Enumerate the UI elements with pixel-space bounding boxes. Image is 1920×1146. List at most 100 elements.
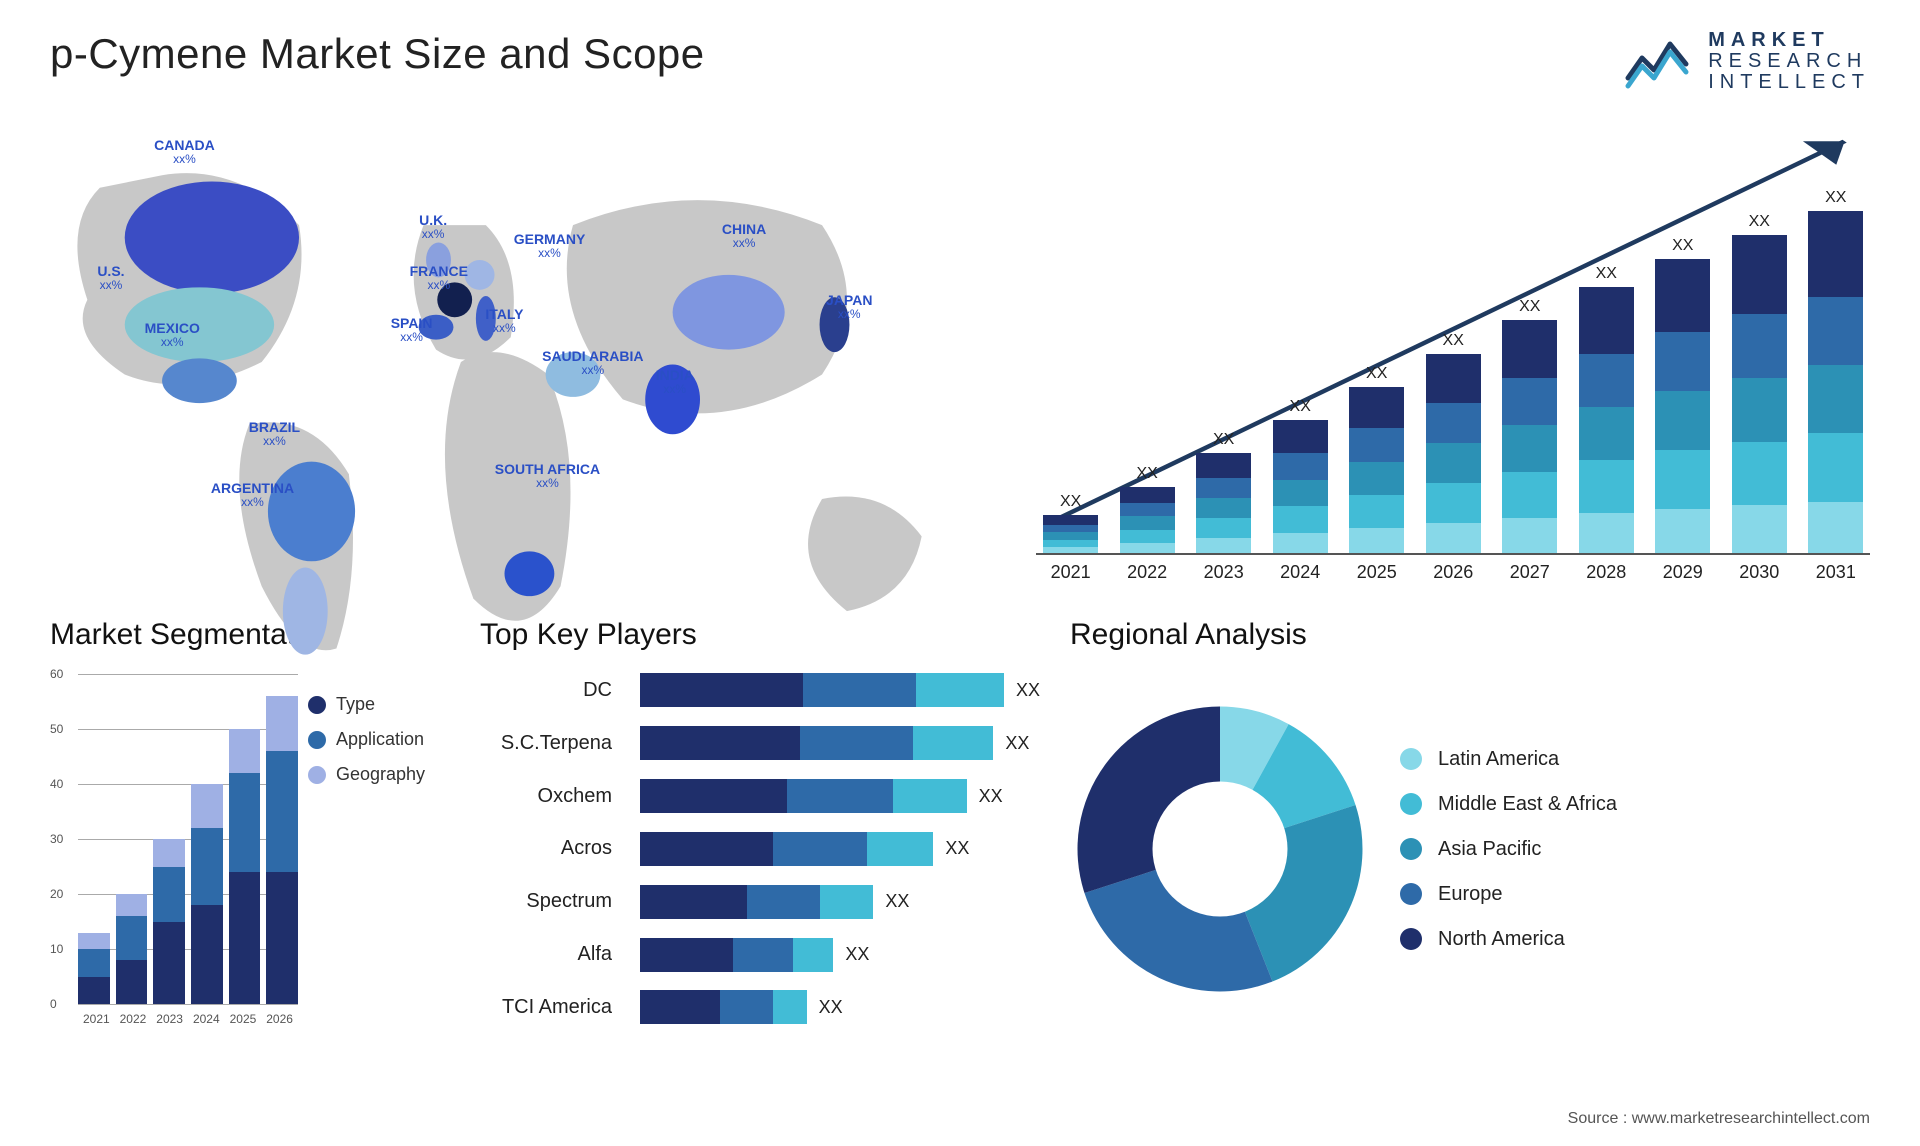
forecast-value-label: XX <box>1366 365 1387 383</box>
world-map-svg <box>50 113 996 698</box>
legend-label: North America <box>1438 928 1565 951</box>
kp-segment <box>800 726 913 760</box>
forecast-segment <box>1808 502 1863 553</box>
forecast-bar-2027: XX <box>1495 298 1564 553</box>
kp-label: Acros <box>561 837 612 860</box>
kp-value-label: XX <box>979 786 1003 807</box>
forecast-segment <box>1732 442 1787 506</box>
kp-value-label: XX <box>1005 733 1029 754</box>
map-label-china: CHINAxx% <box>722 221 766 251</box>
kp-segment <box>787 779 894 813</box>
forecast-segment <box>1043 525 1098 533</box>
forecast-segment <box>1732 378 1787 442</box>
seg-ylabel: 50 <box>50 722 63 736</box>
map-label-germany: GERMANYxx% <box>514 231 586 261</box>
map-label-india: INDIAxx% <box>656 367 694 397</box>
reg-legend-item: North America <box>1400 928 1617 951</box>
forecast-segment <box>1043 515 1098 525</box>
forecast-value-label: XX <box>1136 465 1157 483</box>
reg-legend-item: Asia Pacific <box>1400 838 1617 861</box>
seg-xlabel: 2021 <box>83 1012 110 1026</box>
forecast-segment <box>1273 420 1328 453</box>
forecast-bar-2021: XX <box>1036 493 1105 553</box>
forecast-xlabel: 2023 <box>1189 562 1258 583</box>
map-label-canada: CANADAxx% <box>154 137 215 167</box>
forecast-segment <box>1808 297 1863 365</box>
forecast-segment <box>1196 518 1251 538</box>
kp-value-label: XX <box>1016 680 1040 701</box>
forecast-segment <box>1196 453 1251 478</box>
seg-ylabel: 20 <box>50 887 63 901</box>
forecast-xlabel: 2024 <box>1266 562 1335 583</box>
logo-line3: INTELLECT <box>1708 72 1870 93</box>
reg-legend-item: Latin America <box>1400 748 1617 771</box>
seg-segment <box>153 922 185 1005</box>
forecast-segment <box>1732 505 1787 553</box>
kp-label: Oxchem <box>538 785 612 808</box>
forecast-segment <box>1502 425 1557 472</box>
forecast-value-label: XX <box>1519 298 1540 316</box>
forecast-bar-2031: XX <box>1802 189 1871 553</box>
legend-label: Latin America <box>1438 748 1559 771</box>
seg-bar-2021 <box>78 933 110 1005</box>
forecast-segment <box>1120 530 1175 543</box>
forecast-xlabel: 2031 <box>1802 562 1871 583</box>
forecast-segment <box>1120 503 1175 516</box>
legend-label: Europe <box>1438 883 1503 906</box>
forecast-value-label: XX <box>1443 332 1464 350</box>
seg-segment <box>78 977 110 1005</box>
donut-hole <box>1153 782 1288 917</box>
forecast-segment <box>1349 462 1404 495</box>
legend-swatch <box>1400 838 1422 860</box>
seg-xlabel: 2023 <box>156 1012 183 1026</box>
kp-segment <box>640 990 720 1024</box>
forecast-segment <box>1732 314 1787 378</box>
forecast-segment <box>1579 354 1634 407</box>
kp-label: Spectrum <box>526 890 612 913</box>
seg-gridline <box>78 1004 298 1005</box>
seg-ylabel: 60 <box>50 667 63 681</box>
map-label-argentina: ARGENTINAxx% <box>211 480 294 510</box>
forecast-segment <box>1349 428 1404 461</box>
seg-segment <box>78 933 110 950</box>
source-line: Source : www.marketresearchintellect.com <box>1568 1110 1870 1128</box>
map-label-saudi-arabia: SAUDI ARABIAxx% <box>542 348 643 378</box>
world-map-panel: CANADAxx%U.S.xx%MEXICOxx%BRAZILxx%ARGENT… <box>50 113 996 583</box>
forecast-segment <box>1579 287 1634 354</box>
seg-bar-2026 <box>266 696 298 1004</box>
map-label-japan: JAPANxx% <box>826 292 872 322</box>
kp-segment <box>720 990 773 1024</box>
forecast-segment <box>1273 506 1328 533</box>
forecast-value-label: XX <box>1213 431 1234 449</box>
seg-segment <box>116 894 148 916</box>
map-label-spain: SPAINxx% <box>391 315 433 345</box>
seg-segment <box>191 784 223 828</box>
seg-segment <box>116 916 148 960</box>
legend-swatch <box>308 766 326 784</box>
forecast-bar-2023: XX <box>1189 431 1258 553</box>
legend-swatch <box>308 731 326 749</box>
kp-value-label: XX <box>945 838 969 859</box>
seg-xlabel: 2026 <box>266 1012 293 1026</box>
brand-logo: MARKET RESEARCH INTELLECT <box>1624 30 1870 93</box>
regional-donut <box>1070 699 1370 999</box>
forecast-segment <box>1502 518 1557 553</box>
forecast-segment <box>1579 513 1634 553</box>
kp-segment <box>747 885 820 919</box>
forecast-x-axis <box>1036 553 1870 555</box>
reg-legend-item: Middle East & Africa <box>1400 793 1617 816</box>
seg-segment <box>191 828 223 905</box>
forecast-bar-2030: XX <box>1725 213 1794 553</box>
seg-segment <box>266 751 298 872</box>
forecast-bar-2022: XX <box>1113 465 1182 554</box>
legend-label: Asia Pacific <box>1438 838 1541 861</box>
kp-segment <box>733 938 793 972</box>
kp-segment <box>893 779 966 813</box>
forecast-xlabel: 2026 <box>1419 562 1488 583</box>
map-label-south-africa: SOUTH AFRICAxx% <box>495 461 600 491</box>
forecast-segment <box>1502 320 1557 378</box>
forecast-bar-2025: XX <box>1342 365 1411 553</box>
forecast-segment <box>1043 532 1098 540</box>
kp-value-label: XX <box>845 944 869 965</box>
forecast-segment <box>1655 332 1710 391</box>
